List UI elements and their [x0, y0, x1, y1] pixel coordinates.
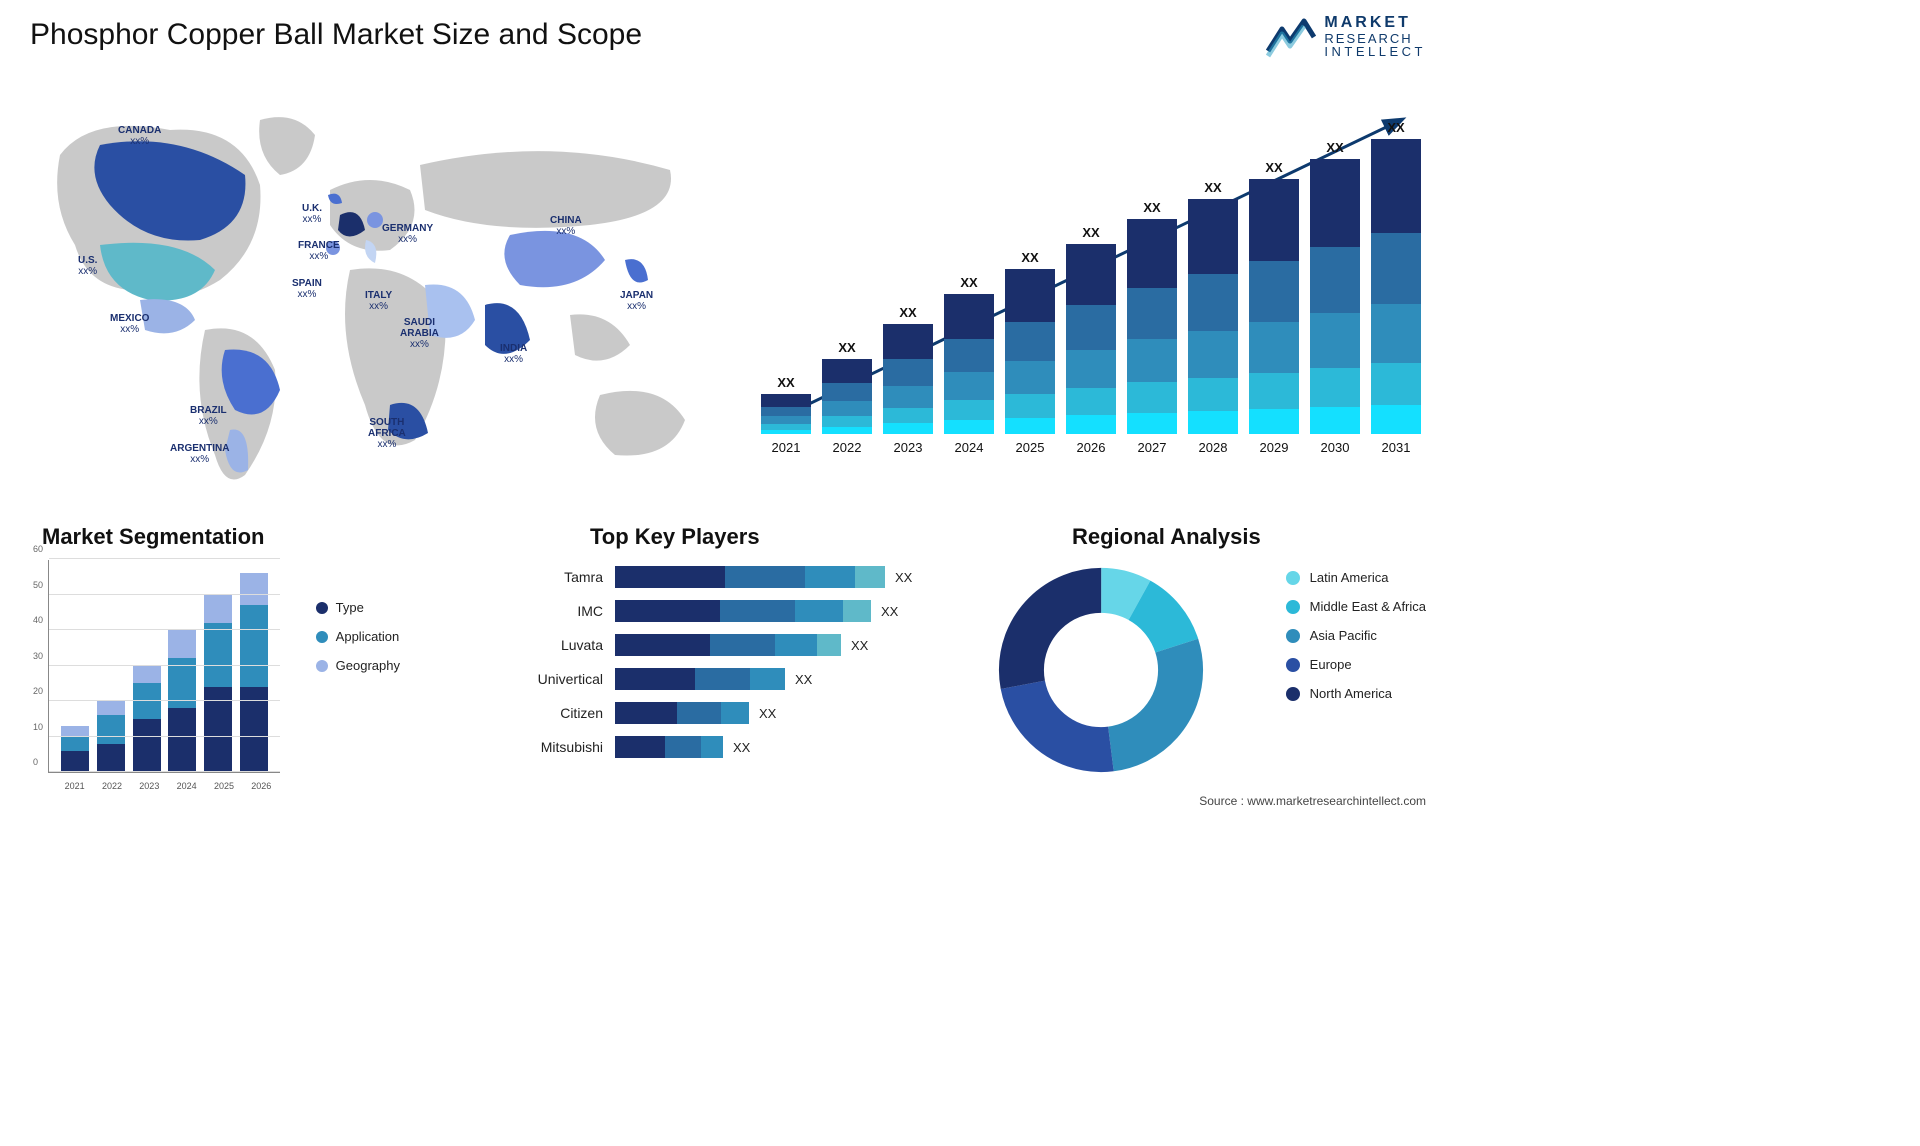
- growth-bar: XX2030: [1310, 140, 1360, 455]
- legend-item: Latin America: [1286, 570, 1426, 585]
- map-label: SAUDIARABIAxx%: [400, 317, 439, 350]
- legend-item: Application: [316, 629, 400, 644]
- legend-item: Europe: [1286, 657, 1426, 672]
- map-label: CANADAxx%: [118, 125, 161, 147]
- map-label: CHINAxx%: [550, 215, 582, 237]
- world-map: CANADAxx% U.S.xx% MEXICOxx% BRAZILxx% ARGENT…: [30, 95, 720, 495]
- map-label: BRAZILxx%: [190, 405, 227, 427]
- regional-analysis: Latin America Middle East & Africa Asia Pa…: [996, 560, 1426, 790]
- growth-bar: XX2027: [1127, 200, 1177, 455]
- player-row: IMCXX: [500, 599, 980, 623]
- growth-bar: XX2028: [1188, 180, 1238, 455]
- player-row: LuvataXX: [500, 633, 980, 657]
- player-row: MitsubishiXX: [500, 735, 980, 759]
- players-header: Top Key Players: [590, 524, 760, 550]
- map-label: ARGENTINAxx%: [170, 443, 229, 465]
- growth-bar: XX2022: [822, 340, 872, 455]
- segmentation-bar: [204, 595, 232, 772]
- map-label: SOUTHAFRICAxx%: [368, 417, 406, 450]
- map-china: [504, 231, 605, 287]
- legend-item: Asia Pacific: [1286, 628, 1426, 643]
- map-label: MEXICOxx%: [110, 313, 149, 335]
- map-label: U.K.xx%: [302, 203, 322, 225]
- donut-chart: [996, 565, 1206, 775]
- segmentation-bar: [61, 726, 89, 772]
- map-label: JAPANxx%: [620, 290, 653, 312]
- map-label: SPAINxx%: [292, 278, 322, 300]
- segmentation-bar: [168, 630, 196, 772]
- source-attribution: Source : www.marketresearchintellect.com: [1199, 794, 1426, 808]
- logo-swoosh-icon: [1266, 15, 1316, 59]
- player-row: UniverticalXX: [500, 667, 980, 691]
- map-label: FRANCExx%: [298, 240, 340, 262]
- legend-item: Middle East & Africa: [1286, 599, 1426, 614]
- growth-bar: XX2023: [883, 305, 933, 455]
- legend-item: North America: [1286, 686, 1426, 701]
- segmentation-bar: [133, 666, 161, 773]
- legend-item: Geography: [316, 658, 400, 673]
- player-row: TamraXX: [500, 565, 980, 589]
- growth-bar: XX2026: [1066, 225, 1116, 455]
- map-japan: [625, 259, 648, 282]
- map-label: U.S.xx%: [78, 255, 97, 277]
- growth-bar: XX2029: [1249, 160, 1299, 455]
- growth-bar: XX2031: [1371, 120, 1421, 455]
- map-label: GERMANYxx%: [382, 223, 433, 245]
- map-germany: [367, 212, 383, 228]
- growth-chart: XX2021XX2022XX2023XX2024XX2025XX2026XX20…: [761, 95, 1421, 485]
- growth-bar: XX2025: [1005, 250, 1055, 455]
- map-label: ITALYxx%: [365, 290, 392, 312]
- brand-logo: MARKET RESEARCH INTELLECT: [1266, 15, 1426, 59]
- logo-line2: RESEARCH: [1324, 32, 1426, 46]
- segmentation-header: Market Segmentation: [42, 524, 265, 550]
- player-row: CitizenXX: [500, 701, 980, 725]
- key-players-chart: TamraXX IMCXX LuvataXX UniverticalXX Citizen…: [500, 565, 980, 795]
- map-label: INDIAxx%: [500, 343, 527, 365]
- segmentation-chart: 0102030405060 202120222023202420252026 T…: [30, 560, 400, 795]
- growth-bar: XX2021: [761, 375, 811, 455]
- legend-item: Type: [316, 600, 400, 615]
- logo-line1: MARKET: [1324, 15, 1426, 32]
- growth-bar: XX2024: [944, 275, 994, 455]
- segmentation-bar: [240, 573, 268, 772]
- page-title: Phosphor Copper Ball Market Size and Sco…: [30, 18, 642, 52]
- regional-header: Regional Analysis: [1072, 524, 1261, 550]
- segmentation-bar: [97, 701, 125, 772]
- logo-line3: INTELLECT: [1324, 45, 1426, 59]
